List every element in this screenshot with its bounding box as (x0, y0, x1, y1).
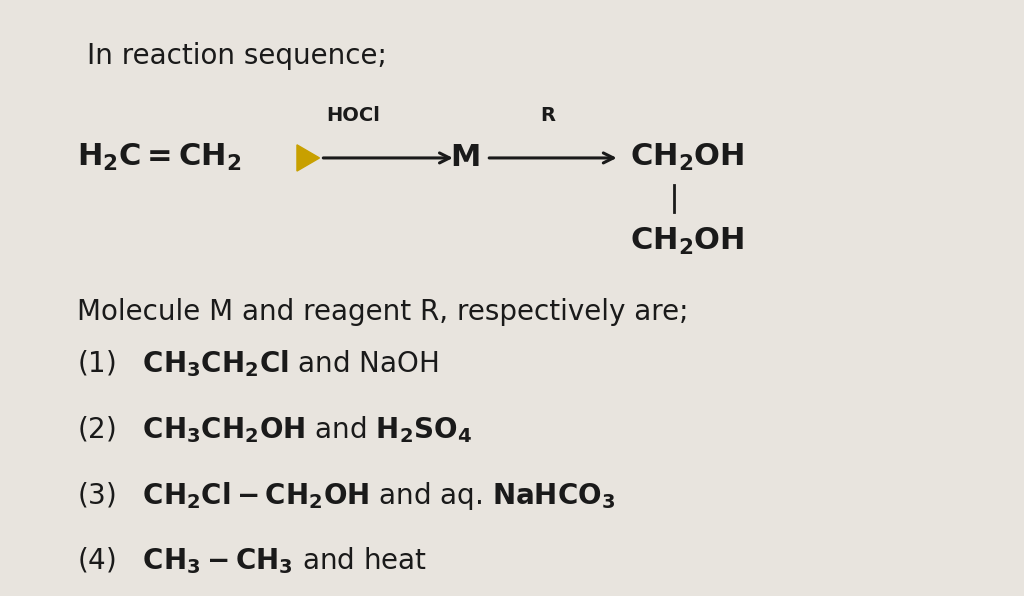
Text: $\mathbf{CH_2OH}$: $\mathbf{CH_2OH}$ (630, 142, 744, 173)
Polygon shape (297, 145, 319, 171)
Text: R: R (541, 106, 555, 125)
Text: (4)   $\mathbf{CH_3-CH_3}$ and heat: (4) $\mathbf{CH_3-CH_3}$ and heat (77, 545, 427, 576)
Text: (2)   $\mathbf{CH_3CH_2OH}$ and $\mathbf{H_2SO_4}$: (2) $\mathbf{CH_3CH_2OH}$ and $\mathbf{H… (77, 414, 472, 445)
Text: HOCl: HOCl (327, 106, 380, 125)
Text: Molecule M and reagent R, respectively are;: Molecule M and reagent R, respectively a… (77, 298, 688, 326)
Text: $\mathbf{CH_2OH}$: $\mathbf{CH_2OH}$ (630, 226, 744, 257)
Text: (3)   $\mathbf{CH_2Cl-CH_2OH}$ and aq. $\mathbf{NaHCO_3}$: (3) $\mathbf{CH_2Cl-CH_2OH}$ and aq. $\m… (77, 480, 615, 512)
Text: M: M (451, 144, 481, 172)
Text: $\mathbf{H_2C=CH_2}$: $\mathbf{H_2C=CH_2}$ (77, 142, 242, 173)
Text: (1)   $\mathbf{CH_3CH_2Cl}$ and NaOH: (1) $\mathbf{CH_3CH_2Cl}$ and NaOH (77, 349, 438, 380)
Text: In reaction sequence;: In reaction sequence; (87, 42, 387, 70)
